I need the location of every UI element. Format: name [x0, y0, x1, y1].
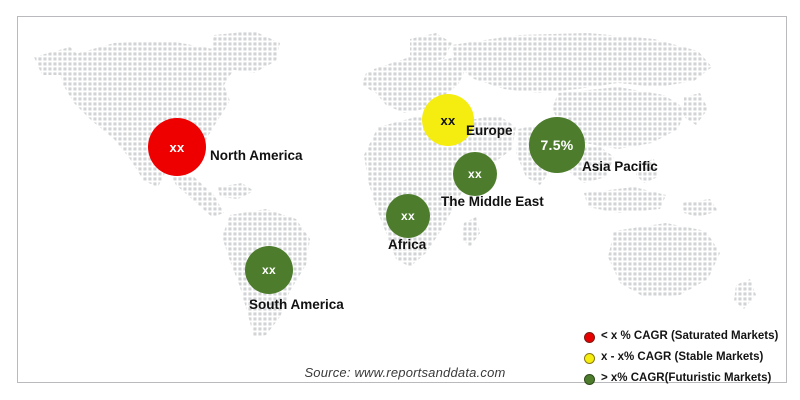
bubble-value-south-america: xx — [262, 263, 276, 277]
region-label-south-america: South America — [249, 297, 344, 312]
legend-item-saturated: < x % CAGR (Saturated Markets) — [584, 328, 778, 346]
world-map-dots — [18, 17, 786, 347]
bubble-value-africa: xx — [401, 209, 415, 223]
region-label-europe: Europe — [466, 123, 513, 138]
bubble-south-america[interactable]: xx — [245, 246, 293, 294]
region-label-middle-east: The Middle East — [441, 194, 544, 209]
world-map — [18, 17, 786, 347]
bubble-value-north-america: xx — [169, 139, 185, 155]
region-label-africa: Africa — [388, 237, 427, 252]
bubble-value-europe: xx — [440, 112, 456, 128]
bubble-africa[interactable]: xx — [386, 194, 430, 238]
legend-label-futuristic: > x% CAGR(Futuristic Markets) — [601, 372, 772, 385]
source-attribution: Source: www.reportsanddata.com — [0, 365, 800, 380]
legend-item-stable: x - x% CAGR (Stable Markets) — [584, 349, 764, 367]
legend-item-futuristic: > x% CAGR(Futuristic Markets) — [584, 370, 771, 388]
source-text: Source: www.reportsanddata.com — [304, 365, 506, 380]
bubble-middle-east[interactable]: xx — [453, 152, 497, 196]
legend-label-stable: x - x% CAGR (Stable Markets) — [601, 351, 764, 364]
bubble-value-asia-pacific: 7.5% — [540, 137, 574, 153]
legend-dot-red-icon — [584, 331, 595, 343]
region-label-asia-pacific: Asia Pacific — [582, 159, 658, 174]
bubble-europe[interactable]: xx — [422, 94, 474, 146]
bubble-north-america[interactable]: xx — [148, 118, 206, 176]
bubble-value-middle-east: xx — [468, 167, 482, 181]
bubble-asia-pacific[interactable]: 7.5% — [529, 117, 585, 173]
legend-dot-yellow-icon — [584, 352, 595, 364]
region-label-north-america: North America — [210, 148, 303, 163]
legend: < x % CAGR (Saturated Markets) x - x% CA… — [584, 328, 778, 391]
legend-label-saturated: < x % CAGR (Saturated Markets) — [601, 330, 779, 343]
legend-dot-green-icon — [584, 373, 595, 385]
